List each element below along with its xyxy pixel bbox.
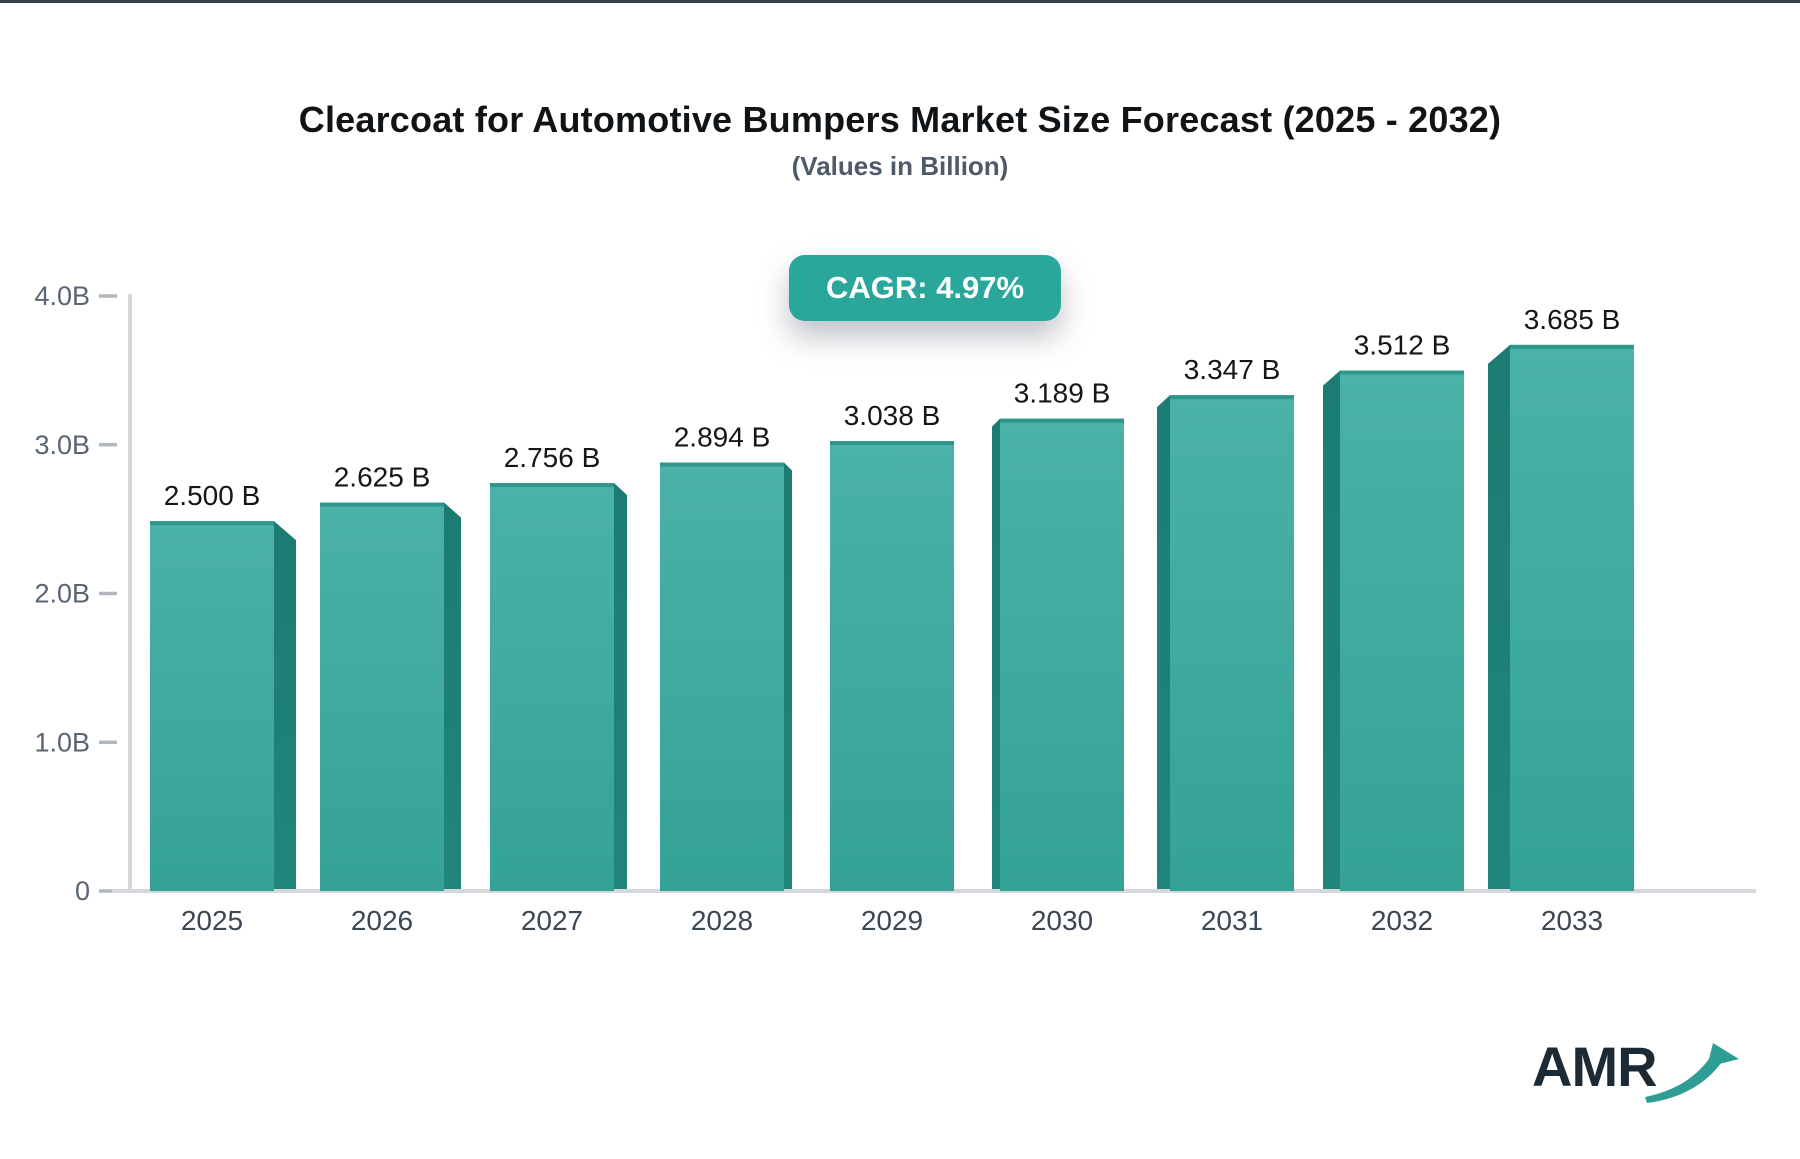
bar-value-label: 3.038 B (844, 400, 941, 431)
x-tick-label: 2026 (351, 905, 413, 936)
bar-face (1340, 370, 1464, 892)
bar-top-edge (150, 521, 274, 526)
x-tick-label: 2025 (181, 905, 243, 936)
x-tick-label: 2027 (521, 905, 583, 936)
bar-value-label: 3.347 B (1184, 354, 1281, 385)
bar-value-label: 2.625 B (334, 462, 431, 493)
bar-top-edge (490, 483, 614, 488)
bar-value-label: 3.189 B (1014, 378, 1111, 409)
bar-side-3d (784, 462, 792, 889)
bar-top-edge (660, 462, 784, 467)
x-tick-label: 2028 (691, 905, 753, 936)
bar-face (660, 462, 784, 891)
bar-2026: 2.625 B 2026 (320, 462, 461, 936)
bar-top-edge (1340, 370, 1464, 375)
bar-value-label: 3.685 B (1524, 304, 1621, 335)
bar-side-3d (1157, 395, 1170, 889)
page-subtitle: (Values in Billion) (791, 151, 1009, 181)
x-tick-label: 2030 (1031, 905, 1093, 936)
growth-arrow-icon (1644, 1043, 1739, 1103)
bar-value-label: 3.512 B (1354, 330, 1451, 361)
bar-face (320, 502, 444, 891)
cagr-badge: CAGR: 4.97% (788, 255, 1062, 321)
bar-side-3d (444, 502, 461, 889)
bar-side-3d (274, 521, 296, 889)
bar-top-edge (1510, 344, 1634, 349)
bar-side-3d (992, 418, 1000, 889)
y-tick-label: 0 (75, 876, 90, 906)
bar-top-edge (1000, 418, 1124, 423)
x-tick-label: 2031 (1201, 905, 1263, 936)
bar-face (830, 441, 954, 891)
y-tick-label: 3.0B (34, 430, 90, 460)
x-tick-label: 2032 (1371, 905, 1433, 936)
bar-2028: 2.894 B 2028 (660, 422, 792, 936)
bar-value-label: 2.756 B (504, 442, 601, 473)
bar-face (150, 521, 274, 891)
bar-side-3d (614, 483, 627, 889)
page-title: Clearcoat for Automotive Bumpers Market … (298, 99, 1502, 140)
bar-top-edge (1170, 395, 1294, 400)
y-tick-label: 2.0B (34, 579, 90, 609)
bar-2025: 2.500 B 2025 (150, 480, 296, 936)
amr-logo-text: AMR (1532, 1035, 1658, 1098)
bar-face (1170, 395, 1294, 891)
bar-value-label: 2.894 B (674, 422, 771, 453)
amr-logo: AMR (1532, 1039, 1743, 1113)
bar-top-edge (830, 441, 954, 446)
x-tick-label: 2029 (861, 905, 923, 936)
bar-2029: 3.038 B 2029 (830, 400, 954, 936)
bar-2033: 3.685 B 2033 (1488, 304, 1634, 936)
bar-face (1000, 418, 1124, 891)
bar-2027: 2.756 B 2027 (490, 442, 627, 936)
bar-side-3d (1488, 344, 1510, 889)
x-tick-label: 2033 (1541, 905, 1603, 936)
bar-face (490, 483, 614, 891)
bar-top-edge (320, 502, 444, 507)
bar-face (1510, 344, 1634, 891)
y-tick-label: 4.0B (34, 281, 90, 311)
bar-2031: 3.347 B 2031 (1157, 354, 1294, 936)
bar-2032: 3.512 B 2032 (1323, 330, 1464, 936)
bar-side-3d (1323, 370, 1340, 890)
bar-value-label: 2.500 B (164, 480, 261, 511)
y-tick-label: 1.0B (34, 727, 90, 757)
bar-2030: 3.189 B 2030 (992, 378, 1124, 936)
